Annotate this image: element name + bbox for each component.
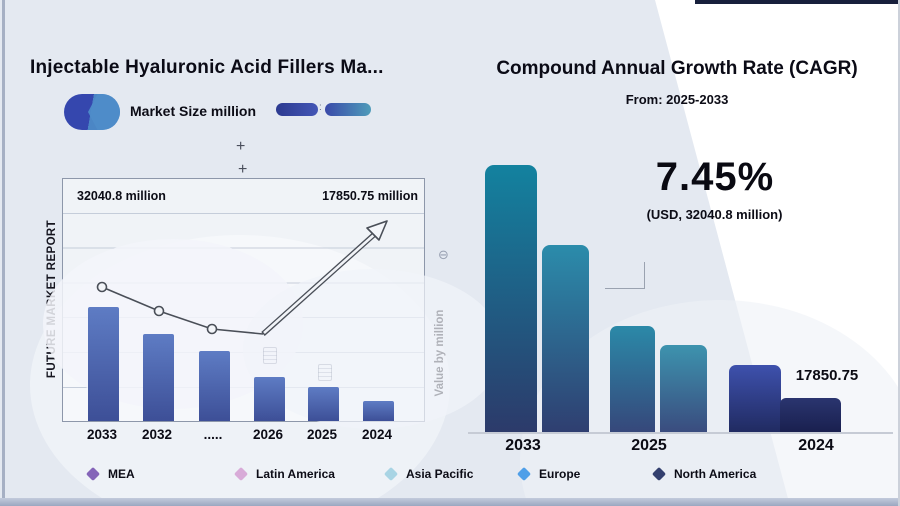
step-line-decoration [605, 262, 645, 289]
document-watermark-icon [318, 364, 332, 381]
cagr-title: Compound Annual Growth Rate (CAGR) [496, 58, 858, 79]
diamond-icon [383, 466, 399, 482]
cagr-caption: (USD, 32040.8 million) [646, 207, 783, 222]
cagr-bar-2033-b [542, 245, 589, 433]
x-tick-label: 2033 [505, 437, 541, 454]
bar-2026 [254, 377, 285, 421]
legend-label: Asia Pacific [406, 467, 474, 481]
cagr-percentage: 7.45% [655, 155, 775, 199]
legend-item-mea: MEA [85, 466, 135, 482]
x-tick-label: 2032 [141, 427, 173, 442]
diamond-icon [85, 466, 101, 482]
market-size-chart: 32040.8 million 17850.75 million [43, 178, 503, 429]
x-tick-label: 2024 [798, 437, 834, 454]
x-tick-label: 2025 [306, 427, 338, 442]
bar-2024 [363, 401, 394, 421]
bar-2033 [88, 307, 119, 421]
x-tick-label: 2024 [361, 427, 393, 442]
frame-top-right-edge [695, 0, 900, 4]
legend-label: Europe [539, 467, 581, 481]
bar-value-label: 17850.75 [795, 367, 859, 384]
bar-mid [199, 351, 230, 421]
legend-item-latin-america: Latin America [233, 466, 335, 482]
legend-label: Latin America [256, 467, 335, 481]
market-size-pill-icon [64, 94, 120, 130]
baseline-axis [468, 432, 893, 434]
legend-label: North America [674, 467, 757, 481]
document-watermark-icon [263, 347, 277, 364]
gradient-pill-icon [325, 103, 371, 116]
diamond-icon [233, 466, 249, 482]
cagr-bar-2025-a [610, 326, 655, 433]
market-title: Injectable Hyaluronic Acid Fillers Ma... [30, 57, 384, 78]
legend-label: MEA [108, 467, 135, 481]
plus-icon: + [238, 161, 248, 178]
start-value-label: 32040.8 million [77, 189, 166, 203]
hexagon-icon [88, 94, 120, 130]
minus-circle-icon: ⊖ [438, 247, 449, 262]
trend-line-arrow [96, 220, 388, 336]
diamond-icon [651, 466, 667, 482]
plus-icon: + [236, 138, 246, 155]
gradient-pill-icon [276, 103, 318, 116]
cagr-bar-2024-b [780, 398, 841, 433]
x-tick-label: 2026 [252, 427, 284, 442]
pill-separator: : [319, 102, 322, 113]
bar-2032 [143, 334, 174, 421]
end-value-label: 17850.75 million [322, 189, 418, 203]
market-size-legend-label: Market Size million [130, 103, 257, 119]
frame-right-edge [898, 0, 900, 506]
x-tick-label: 2025 [631, 437, 667, 454]
cagr-bar-2024-a [729, 365, 781, 433]
frame-bottom-edge [0, 498, 900, 506]
cagr-bar-2025-b [660, 345, 707, 433]
x-tick-label: 2033 [86, 427, 118, 442]
cagr-bar-2033-a [485, 165, 537, 433]
x-tick-label: ..... [203, 427, 223, 442]
bar-2025 [308, 387, 339, 421]
frame-left-edge [2, 0, 5, 500]
legend-item-north-america: North America [651, 466, 757, 482]
diamond-icon [516, 466, 532, 482]
legend-item-europe: Europe [516, 466, 581, 482]
legend-item-asia-pacific: Asia Pacific [383, 466, 474, 482]
cagr-subtitle: From: 2025-2033 [625, 92, 729, 107]
